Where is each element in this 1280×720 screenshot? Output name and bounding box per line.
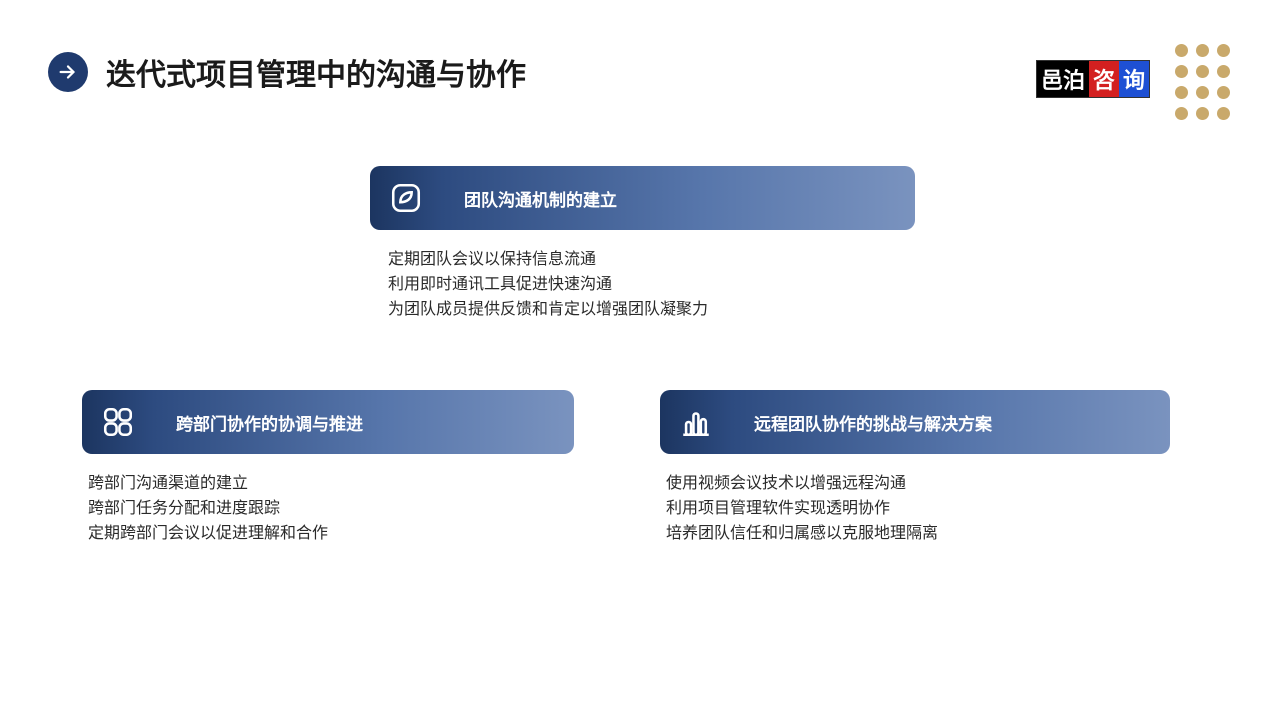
card-header: 远程团队协作的挑战与解决方案	[660, 390, 1170, 454]
card-remote-team: 远程团队协作的挑战与解决方案 使用视频会议技术以增强远程沟通 利用项目管理软件实…	[660, 390, 1170, 546]
dot-grid-decoration	[1175, 44, 1230, 120]
card-body: 定期团队会议以保持信息流通 利用即时通讯工具促进快速沟通 为团队成员提供反馈和肯…	[370, 230, 915, 322]
card-title: 远程团队协作的挑战与解决方案	[732, 390, 1170, 454]
card-item: 定期团队会议以保持信息流通	[388, 248, 905, 273]
card-item: 利用即时通讯工具促进快速沟通	[388, 273, 905, 298]
card-title: 团队沟通机制的建立	[442, 166, 915, 230]
bar-chart-icon	[660, 390, 732, 454]
card-item: 为团队成员提供反馈和肯定以增强团队凝聚力	[388, 298, 905, 323]
grid-squares-icon	[82, 390, 154, 454]
card-item: 利用项目管理软件实现透明协作	[666, 497, 1160, 522]
logo-part-2: 咨	[1089, 61, 1119, 97]
header: 迭代式项目管理中的沟通与协作	[48, 50, 526, 94]
card-item: 培养团队信任和归属感以克服地理隔离	[666, 522, 1160, 547]
logo: 邑泊 咨 询	[1036, 60, 1150, 98]
leaf-icon	[370, 166, 442, 230]
card-body: 使用视频会议技术以增强远程沟通 利用项目管理软件实现透明协作 培养团队信任和归属…	[660, 454, 1170, 546]
logo-part-1: 邑泊	[1037, 61, 1089, 97]
card-item: 跨部门任务分配和进度跟踪	[88, 497, 564, 522]
logo-part-3: 询	[1119, 61, 1149, 97]
card-header: 跨部门协作的协调与推进	[82, 390, 574, 454]
card-team-communication: 团队沟通机制的建立 定期团队会议以保持信息流通 利用即时通讯工具促进快速沟通 为…	[370, 166, 915, 322]
card-item: 使用视频会议技术以增强远程沟通	[666, 472, 1160, 497]
card-item: 定期跨部门会议以促进理解和合作	[88, 522, 564, 547]
card-body: 跨部门沟通渠道的建立 跨部门任务分配和进度跟踪 定期跨部门会议以促进理解和合作	[82, 454, 574, 546]
card-title: 跨部门协作的协调与推进	[154, 390, 574, 454]
arrow-right-icon	[48, 52, 88, 92]
card-item: 跨部门沟通渠道的建立	[88, 472, 564, 497]
card-cross-department: 跨部门协作的协调与推进 跨部门沟通渠道的建立 跨部门任务分配和进度跟踪 定期跨部…	[82, 390, 574, 546]
card-header: 团队沟通机制的建立	[370, 166, 915, 230]
page-title: 迭代式项目管理中的沟通与协作	[106, 50, 526, 94]
